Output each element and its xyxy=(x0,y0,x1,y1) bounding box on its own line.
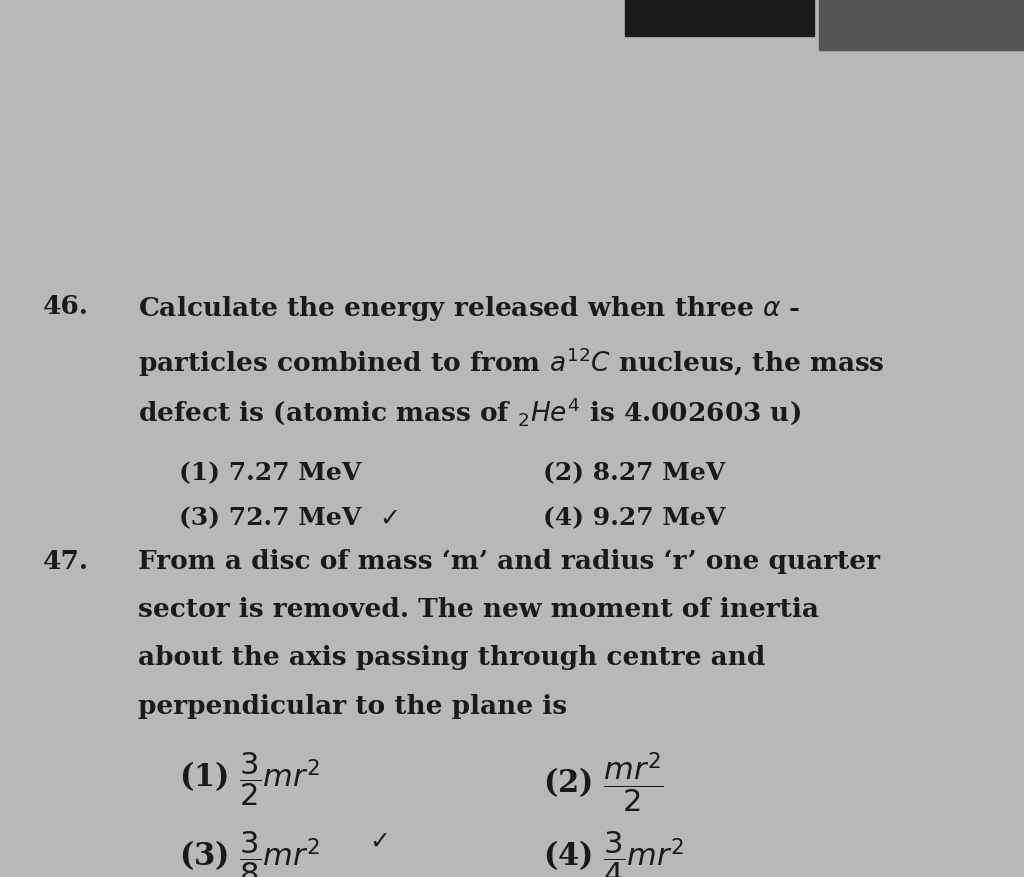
Text: sector is removed. The new moment of inertia: sector is removed. The new moment of ine… xyxy=(138,596,819,621)
Text: (1) 7.27 MeV: (1) 7.27 MeV xyxy=(179,460,361,484)
Bar xyxy=(625,0,814,37)
Text: (1) $\dfrac{3}{2}mr^2$: (1) $\dfrac{3}{2}mr^2$ xyxy=(179,750,321,808)
Text: (4) 9.27 MeV: (4) 9.27 MeV xyxy=(543,506,725,530)
Text: about the axis passing through centre and: about the axis passing through centre an… xyxy=(138,645,766,669)
Text: (3) 72.7 MeV: (3) 72.7 MeV xyxy=(179,506,361,530)
Text: Calculate the energy released when three $\alpha$ -: Calculate the energy released when three… xyxy=(138,294,801,323)
Text: (2) 8.27 MeV: (2) 8.27 MeV xyxy=(543,460,725,484)
Text: 47.: 47. xyxy=(43,548,89,573)
Text: 46.: 46. xyxy=(43,294,89,318)
Text: particles combined to from $a^{12}C$ nucleus, the mass: particles combined to from $a^{12}C$ nuc… xyxy=(138,345,885,378)
Text: perpendicular to the plane is: perpendicular to the plane is xyxy=(138,693,567,717)
Text: defect is (atomic mass of $_{2}He^{4}$ is 4.002603 u): defect is (atomic mass of $_{2}He^{4}$ i… xyxy=(138,396,801,428)
Text: $\checkmark$: $\checkmark$ xyxy=(379,506,397,529)
Text: $\checkmark$: $\checkmark$ xyxy=(369,829,387,852)
Text: (2) $\dfrac{mr^2}{2}$: (2) $\dfrac{mr^2}{2}$ xyxy=(543,750,664,814)
Text: From a disc of mass ‘m’ and radius ‘r’ one quarter: From a disc of mass ‘m’ and radius ‘r’ o… xyxy=(138,548,881,573)
Bar xyxy=(819,0,1024,51)
Text: (3) $\dfrac{3}{8}mr^2$: (3) $\dfrac{3}{8}mr^2$ xyxy=(179,829,321,877)
Text: (4) $\dfrac{3}{4}mr^2$: (4) $\dfrac{3}{4}mr^2$ xyxy=(543,829,684,877)
